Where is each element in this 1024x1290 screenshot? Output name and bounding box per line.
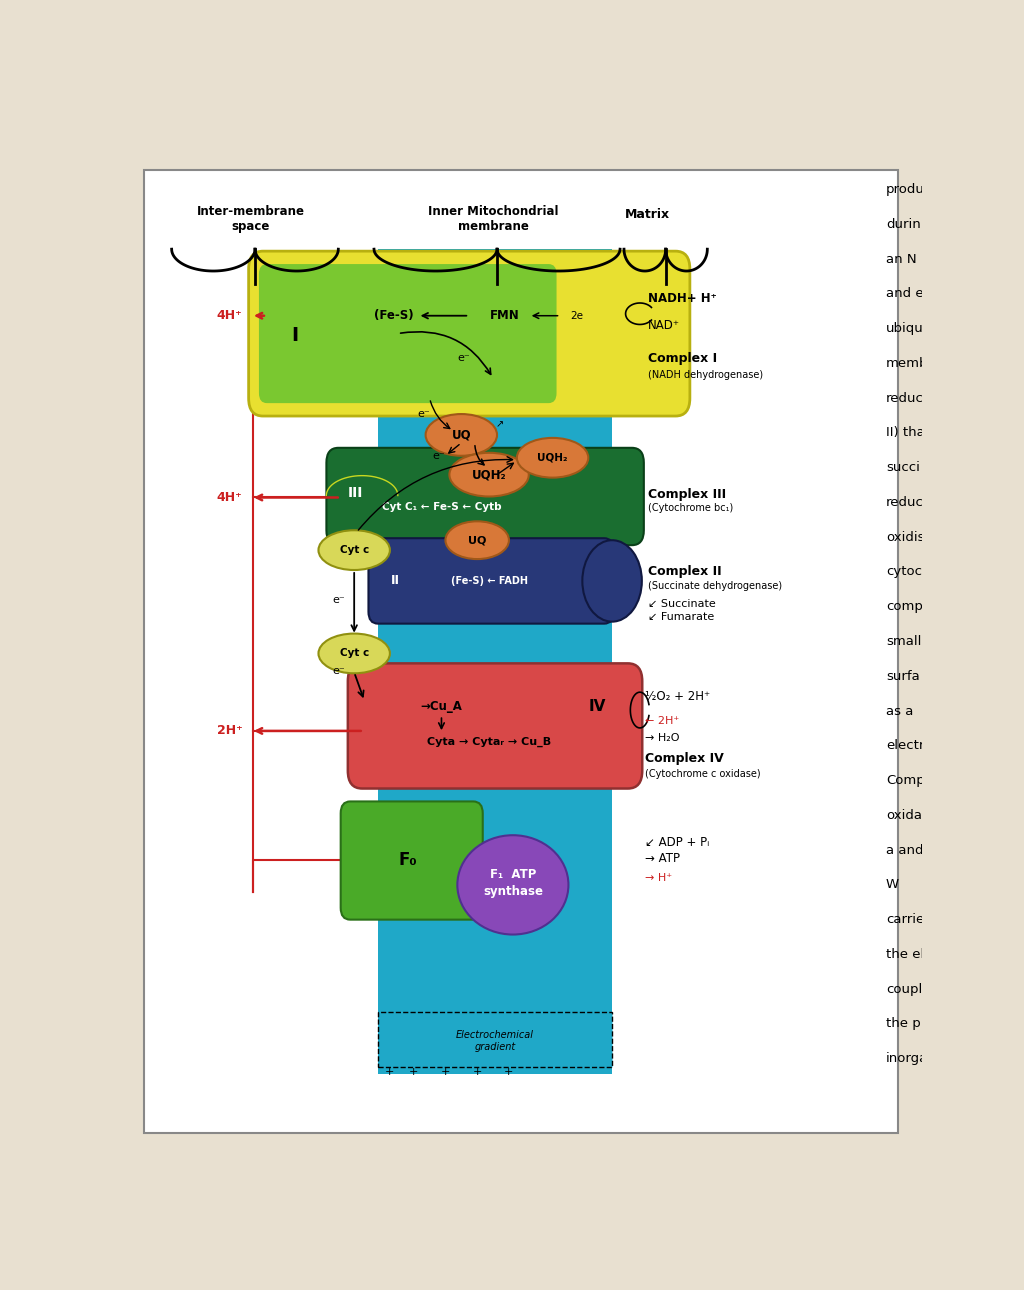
Text: Inter-membrane
space: Inter-membrane space — [197, 205, 305, 233]
Text: ↙ Succinate: ↙ Succinate — [648, 599, 716, 609]
Ellipse shape — [318, 633, 390, 673]
Text: UQ: UQ — [468, 535, 486, 546]
Text: F₀: F₀ — [398, 851, 417, 869]
Text: ubiqu: ubiqu — [886, 322, 924, 335]
Text: Complex IV: Complex IV — [645, 752, 724, 765]
Text: Matrix: Matrix — [626, 208, 671, 221]
Ellipse shape — [318, 530, 390, 570]
Text: Inner Mitochondrial
membrane: Inner Mitochondrial membrane — [428, 205, 558, 233]
Text: (Succinate dehydrogenase): (Succinate dehydrogenase) — [648, 580, 782, 591]
Ellipse shape — [445, 521, 509, 559]
Text: F₁  ATP: F₁ ATP — [489, 868, 537, 881]
Text: (Cytochrome bc₁): (Cytochrome bc₁) — [648, 503, 733, 513]
Text: II: II — [391, 574, 400, 587]
Text: III: III — [348, 486, 364, 501]
Text: 2H⁺: 2H⁺ — [217, 725, 243, 738]
Text: Cyta → Cytaᵣ → Cu_B: Cyta → Cytaᵣ → Cu_B — [427, 737, 551, 747]
Text: and e: and e — [886, 288, 924, 301]
Text: e⁻: e⁻ — [458, 353, 470, 364]
Text: UQH₂: UQH₂ — [472, 468, 507, 481]
Text: Cyt c: Cyt c — [340, 649, 369, 658]
Text: 4H⁺: 4H⁺ — [217, 310, 243, 322]
Text: produ: produ — [886, 183, 925, 196]
Text: ↙ ADP + Pᵢ: ↙ ADP + Pᵢ — [645, 836, 710, 849]
Text: (NADH dehydrogenase): (NADH dehydrogenase) — [648, 370, 763, 381]
Text: +: + — [504, 1067, 514, 1077]
Text: → H₂O: → H₂O — [645, 733, 680, 743]
Text: 2e: 2e — [570, 311, 583, 321]
Text: W: W — [886, 878, 899, 891]
Text: small: small — [886, 635, 922, 648]
Text: succi: succi — [886, 462, 920, 475]
Text: +: + — [385, 1067, 394, 1077]
FancyBboxPatch shape — [249, 252, 690, 417]
Text: as a: as a — [886, 704, 913, 717]
Text: Complex I: Complex I — [648, 352, 717, 365]
Text: I: I — [291, 326, 298, 346]
Text: Comp: Comp — [886, 774, 925, 787]
Text: 4H⁺: 4H⁺ — [217, 491, 243, 504]
Text: (Fe-S) ← FADH: (Fe-S) ← FADH — [451, 575, 527, 586]
Text: → H⁺: → H⁺ — [645, 873, 673, 882]
Text: UQH₂: UQH₂ — [538, 453, 568, 463]
FancyBboxPatch shape — [327, 448, 644, 546]
Text: ↙ Fumarate: ↙ Fumarate — [648, 611, 714, 622]
Text: e⁻: e⁻ — [432, 450, 444, 461]
Text: an N: an N — [886, 253, 916, 266]
Ellipse shape — [450, 453, 528, 497]
Text: reduc: reduc — [886, 392, 924, 405]
Text: (Fe-S): (Fe-S) — [374, 310, 414, 322]
Text: IV: IV — [589, 699, 606, 713]
Text: electr: electr — [886, 739, 925, 752]
Text: synthase: synthase — [483, 885, 543, 898]
Text: UQ: UQ — [452, 428, 471, 441]
Text: FMN: FMN — [490, 310, 520, 322]
Text: +: + — [440, 1067, 451, 1077]
FancyBboxPatch shape — [369, 538, 613, 623]
Text: a and: a and — [886, 844, 924, 857]
Text: durin: durin — [886, 218, 921, 231]
Text: e⁻: e⁻ — [418, 409, 430, 419]
Text: inorga: inorga — [886, 1053, 928, 1066]
Text: Complex II: Complex II — [648, 565, 722, 578]
Text: e⁻: e⁻ — [333, 595, 345, 605]
Text: Cyt C₁ ← Fe-S ← Cytb: Cyt C₁ ← Fe-S ← Cytb — [382, 502, 502, 512]
Ellipse shape — [426, 414, 497, 455]
Text: oxidas: oxidas — [886, 809, 929, 822]
FancyBboxPatch shape — [259, 264, 557, 402]
FancyBboxPatch shape — [378, 1013, 612, 1067]
Text: Complex III: Complex III — [648, 488, 726, 501]
Text: +: + — [409, 1067, 419, 1077]
Text: Electrochemical
gradient: Electrochemical gradient — [456, 1029, 535, 1051]
Text: II) tha: II) tha — [886, 427, 925, 440]
Text: cytoc: cytoc — [886, 565, 922, 578]
Text: surfa: surfa — [886, 670, 920, 682]
Text: → ATP: → ATP — [645, 851, 680, 864]
Text: ↗: ↗ — [496, 419, 504, 430]
Text: →Cu_A: →Cu_A — [421, 699, 463, 713]
FancyBboxPatch shape — [348, 663, 642, 788]
Text: NAD⁺: NAD⁺ — [648, 319, 680, 332]
Ellipse shape — [583, 541, 642, 622]
FancyBboxPatch shape — [143, 170, 898, 1133]
Bar — [378, 249, 612, 1073]
Text: oxidis: oxidis — [886, 530, 925, 543]
Text: ½O₂ + 2H⁺: ½O₂ + 2H⁺ — [645, 690, 711, 703]
Text: Cyt c: Cyt c — [340, 546, 369, 555]
Text: the p: the p — [886, 1018, 921, 1031]
Text: comp: comp — [886, 600, 923, 613]
Text: reduc: reduc — [886, 495, 924, 510]
FancyBboxPatch shape — [341, 801, 482, 920]
Text: +: + — [472, 1067, 482, 1077]
Text: (Cytochrome c oxidase): (Cytochrome c oxidase) — [645, 769, 761, 779]
Text: carrie: carrie — [886, 913, 924, 926]
Text: the el: the el — [886, 948, 924, 961]
Text: NADH+ H⁺: NADH+ H⁺ — [648, 293, 717, 306]
Ellipse shape — [458, 835, 568, 934]
Text: coupl: coupl — [886, 983, 923, 996]
Ellipse shape — [517, 437, 588, 477]
Text: memb: memb — [886, 357, 929, 370]
Text: e⁻: e⁻ — [333, 667, 345, 676]
Text: ← 2H⁺: ← 2H⁺ — [645, 716, 680, 726]
